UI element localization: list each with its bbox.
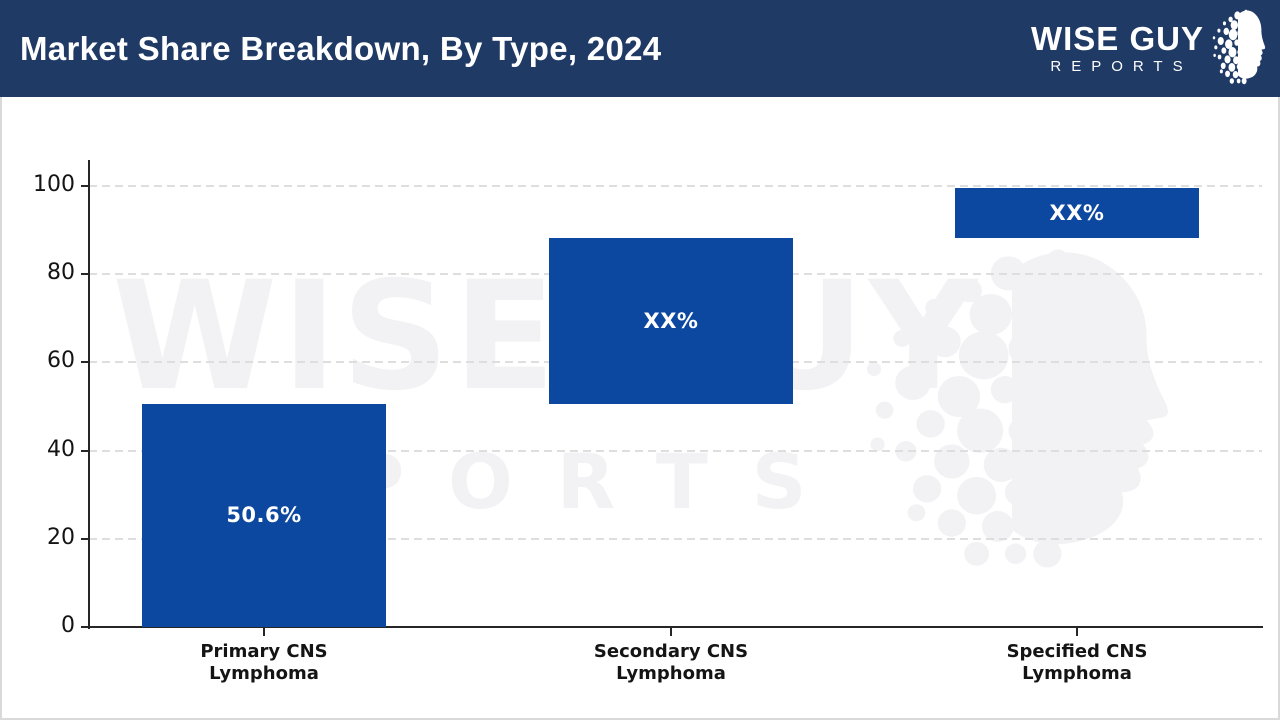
x-axis [88,626,1263,628]
bar: XX% [955,187,1199,239]
bar-value-label: XX% [1049,200,1105,225]
x-tick-label-line1: Secondary CNS [593,641,749,662]
y-tick-label: 0 [61,613,75,638]
logo-wordmark: WISE GUY REPORTS [1031,22,1204,75]
head-profile-dots-icon [1206,9,1270,89]
y-tick-label: 40 [47,436,75,462]
y-tick-mark [81,185,89,187]
y-tick-mark [81,626,89,628]
wiseguy-logo: WISE GUY REPORTS [1031,9,1270,89]
y-tick-mark [81,449,89,452]
x-tick-label: Secondary CNS Lymphoma [521,641,821,685]
y-tick-label: 100 [33,172,75,197]
logo-wordmark-line1: WISE GUY [1030,20,1204,57]
y-tick-mark [81,273,89,276]
bar-value-label: XX% [643,308,699,333]
y-tick-label: 20 [47,524,75,550]
x-tick-label-line2: Lymphoma [209,663,319,684]
gridline [89,449,1262,452]
bar-value-label: 50.6% [226,503,302,528]
y-tick-mark [81,361,89,364]
y-tick-label: 80 [47,260,75,286]
x-tick-label-line2: Lymphoma [616,663,726,684]
bar: XX% [549,238,793,404]
y-tick-mark [81,537,89,540]
bar: 50.6% [142,403,386,627]
x-tick-mark [263,628,265,636]
page-title: Market Share Breakdown, By Type, 2024 [20,29,662,67]
x-tick-label: Primary CNS Lymphoma [114,641,414,685]
x-tick-label-line1: Specified CNS [1006,641,1148,662]
x-tick-label: Specified CNS Lymphoma [927,641,1227,685]
x-tick-mark [1076,628,1078,636]
x-tick-mark [670,628,672,636]
y-tick-label: 60 [47,348,75,374]
x-tick-label-line1: Primary CNS [200,641,328,662]
header: Market Share Breakdown, By Type, 2024 WI… [0,0,1280,97]
gridline [89,185,1262,187]
watermark-wordmark-line1: WISE GUY [112,250,982,424]
logo-wordmark-line2: REPORTS [1050,58,1193,75]
x-tick-label-line2: Lymphoma [1022,663,1132,684]
y-axis [88,160,90,629]
gridline [89,537,1262,540]
